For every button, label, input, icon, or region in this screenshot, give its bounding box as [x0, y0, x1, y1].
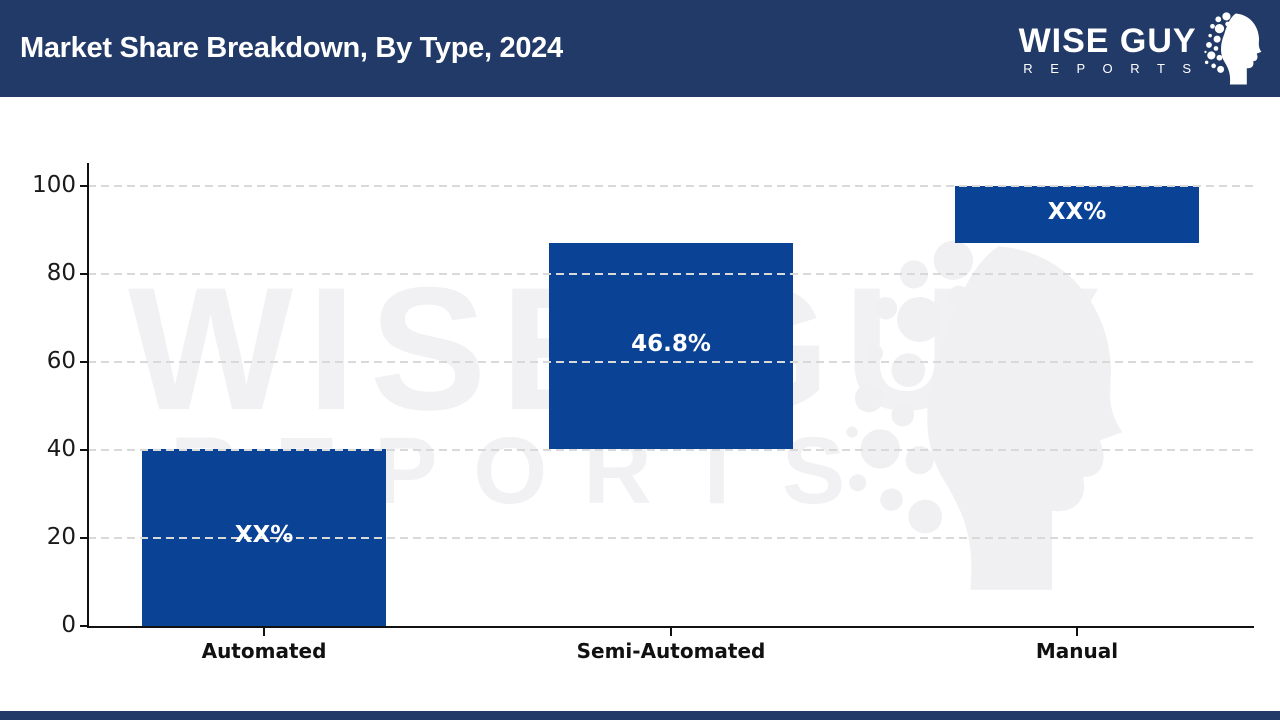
gridline-40	[88, 449, 1253, 451]
y-axis-line	[87, 163, 89, 628]
bar-value-label-manual: XX%	[1047, 199, 1107, 226]
y-tick-label-40: 40	[46, 436, 76, 462]
header-bar: Market Share Breakdown, By Type, 2024 WI…	[0, 0, 1280, 97]
x-axis-line	[87, 626, 1254, 628]
y-tick-label-60: 60	[46, 348, 76, 374]
wiseguy-logo: WISE GUY R E P O R T S	[1016, 6, 1266, 92]
y-tick-label-20: 20	[46, 524, 76, 550]
gridline-20	[88, 537, 1253, 539]
y-tick-label-100: 100	[32, 172, 76, 198]
watermark-head-icon	[846, 240, 1123, 590]
chart-title: Market Share Breakdown, By Type, 2024	[20, 32, 563, 64]
x-tick-mark-semi-automated	[670, 628, 672, 636]
y-tick-mark-0	[80, 625, 88, 627]
x-tick-mark-automated	[263, 628, 265, 636]
bar-semi-automated	[549, 242, 793, 449]
y-tick-label-80: 80	[46, 260, 76, 286]
bar-value-label-semi-automated: 46.8%	[631, 330, 711, 357]
gridline-100	[88, 185, 1253, 187]
y-tick-mark-20	[80, 537, 88, 539]
y-tick-mark-60	[80, 361, 88, 363]
logo-wordmark: WISE GUY	[1018, 21, 1197, 60]
x-tick-mark-manual	[1076, 628, 1078, 636]
y-tick-mark-40	[80, 449, 88, 451]
y-tick-mark-80	[80, 273, 88, 275]
logo-reports-label: R E P O R T S	[1023, 60, 1198, 76]
wiseguy-head-icon	[1204, 12, 1262, 85]
x-axis-label-manual: Manual	[1035, 639, 1119, 663]
x-axis-label-semi-automated: Semi-Automated	[576, 639, 766, 663]
y-tick-mark-100	[80, 185, 88, 187]
logo-text: WISE GUY R E P O R T S	[1017, 23, 1198, 76]
gridline-80	[88, 273, 1253, 275]
bar-manual	[955, 186, 1199, 243]
gridline-60	[88, 361, 1253, 363]
footer-bar	[0, 711, 1280, 720]
bar-value-label-automated: XX%	[234, 522, 294, 549]
y-tick-label-0: 0	[61, 612, 76, 638]
x-axis-label-automated: Automated	[201, 639, 327, 663]
